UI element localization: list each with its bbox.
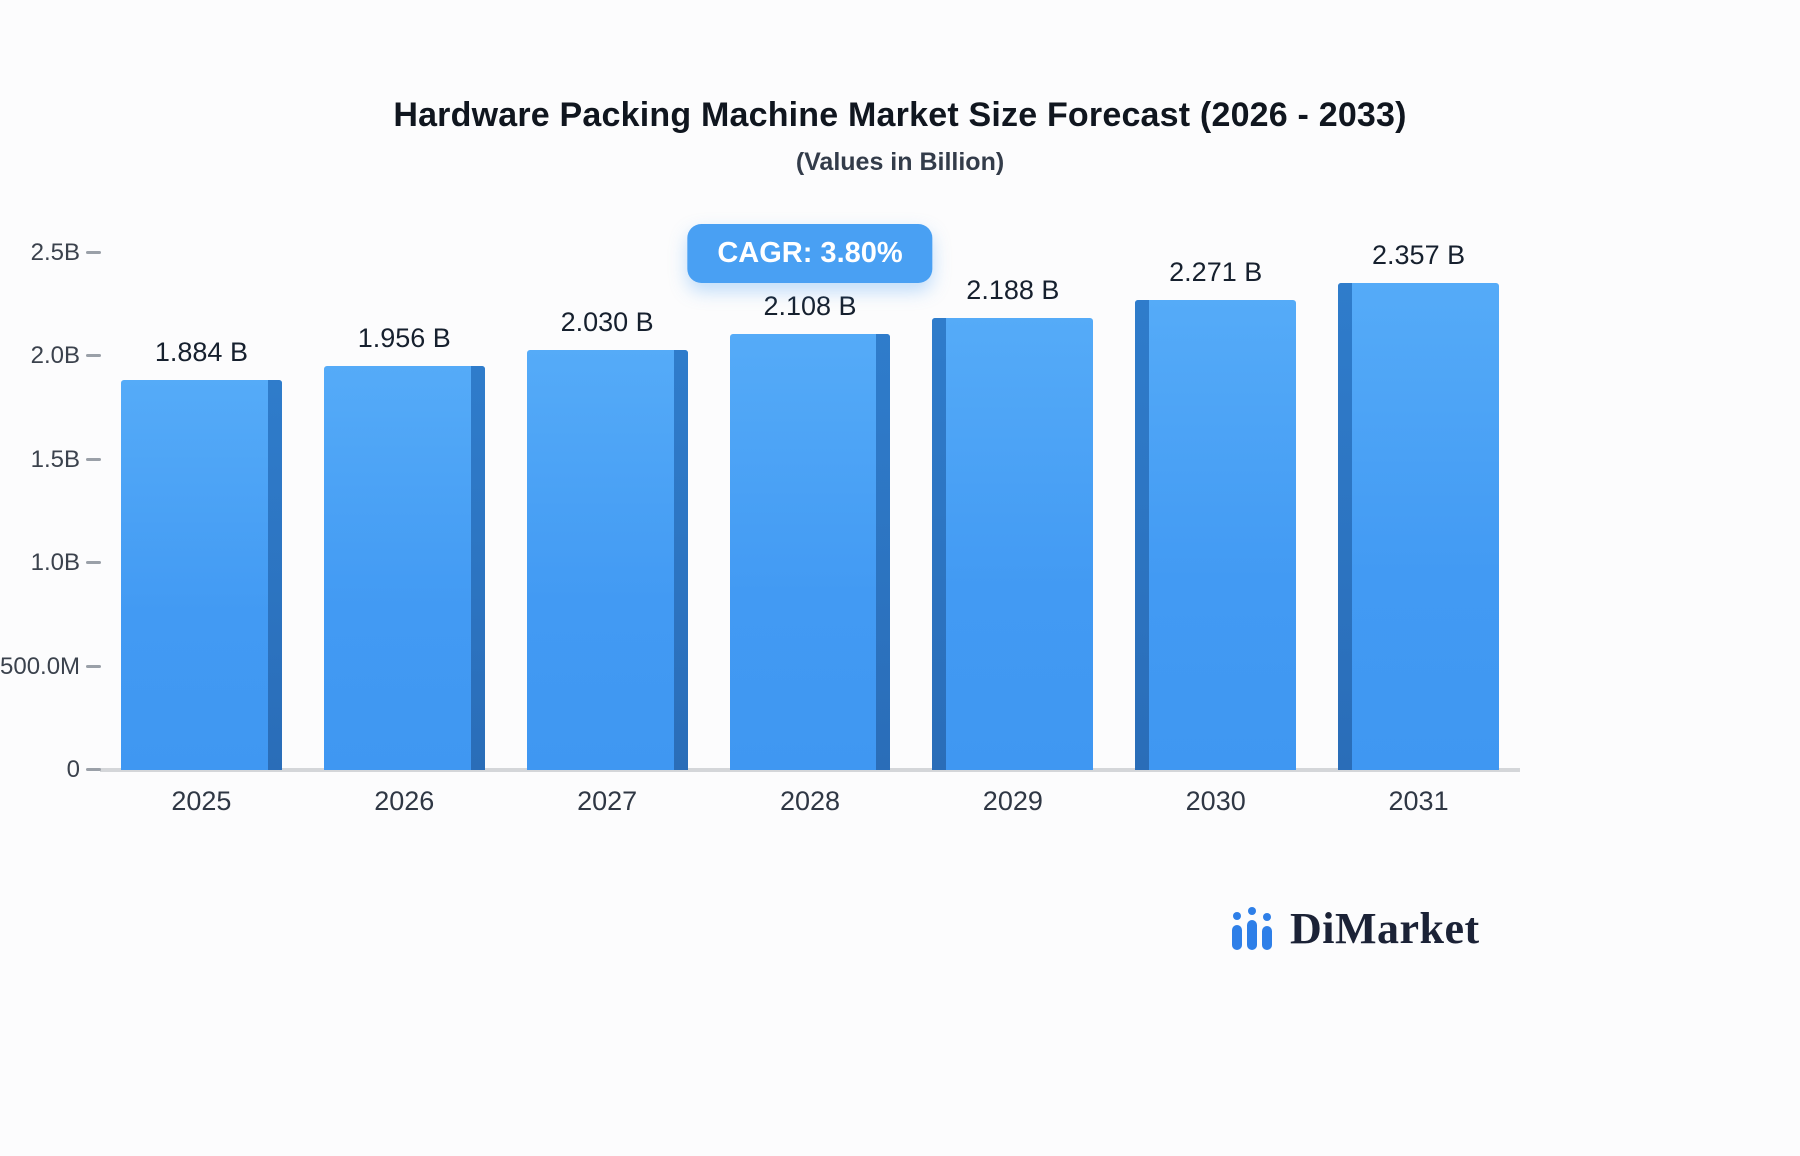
bar-value-label: 1.884 B <box>154 337 248 368</box>
bar-value-label: 2.271 B <box>1169 257 1263 288</box>
bar-3d-edge <box>673 350 688 770</box>
y-tick-label: 2.5B <box>30 239 80 266</box>
y-axis: 0 500.0M 1.0B 1.5B 2.0B 2.5B <box>0 239 86 783</box>
y-tick-label: 1.5B <box>30 445 80 473</box>
bar-value-label: 2.357 B <box>1372 239 1466 270</box>
dimarket-logo: DiMarket <box>1228 903 1480 954</box>
x-axis-label: 2028 <box>779 786 841 816</box>
x-axis-label: 2029 <box>982 786 1043 816</box>
bar-value-label: 2.030 B <box>560 307 654 338</box>
cagr-badge: CAGR: 3.80% <box>687 224 933 283</box>
logo-text: DiMarket <box>1290 904 1480 953</box>
bar-2026 <box>323 365 485 770</box>
bar-slot: 2.357 B 2031 <box>1317 240 1520 816</box>
x-axis-baseline <box>100 768 1520 772</box>
bar-value-label: 1.956 B <box>357 322 451 353</box>
x-axis-label: 2027 <box>577 786 638 816</box>
bar-2030 <box>1135 300 1297 770</box>
y-tick-mark <box>86 561 101 565</box>
chart-title: Hardware Packing Machine Market Size For… <box>393 96 1407 134</box>
bar-slot: 2.188 B 2029 <box>911 253 1114 816</box>
bar-value-label: 2.188 B <box>966 274 1060 305</box>
plot-area: 1.884 B 2025 1.956 B 2026 2.030 B 2027 2.108 B… <box>86 240 1520 816</box>
y-tick-label: 2.0B <box>30 342 80 370</box>
bar-3d-edge <box>470 365 485 770</box>
y-tick-label: 1.0B <box>30 549 80 577</box>
bar-3d-edge <box>267 380 282 770</box>
bar-chart-icon <box>1228 904 1278 954</box>
y-tick-label: 0 <box>66 756 80 783</box>
chart-subtitle: (Values in Billion) <box>795 148 1005 176</box>
y-tick-mark <box>86 768 101 771</box>
y-tick-mark <box>86 457 101 461</box>
bar-value-label: 2.108 B <box>763 291 857 322</box>
y-tick-mark <box>86 354 101 358</box>
bar-slot: 1.884 B 2025 <box>100 253 303 816</box>
bar-3d-edge <box>1135 300 1150 770</box>
bar-slot: 1.956 B 2026 <box>303 253 506 816</box>
bar-3d-edge <box>1338 282 1353 770</box>
bar-slot: 2.030 B 2027 <box>506 253 709 816</box>
bar-3d-edge <box>876 334 891 770</box>
bar-2029 <box>932 317 1094 770</box>
y-tick-mark <box>86 664 101 668</box>
bar-2027 <box>526 350 688 770</box>
x-axis-label: 2026 <box>374 786 435 816</box>
x-axis-label: 2031 <box>1388 786 1449 816</box>
bar-2031 <box>1338 282 1499 770</box>
x-axis-label: 2030 <box>1185 786 1246 816</box>
y-tick-label: 500.0M <box>0 652 81 680</box>
x-axis-label: 2025 <box>171 786 232 816</box>
bar-slot: 2.271 B 2030 <box>1114 253 1317 816</box>
bar-slot: 2.108 B 2028 <box>709 253 912 816</box>
y-tick-mark <box>86 251 101 254</box>
bar-2025 <box>121 380 282 770</box>
bar-2028 <box>729 334 891 770</box>
bar-3d-edge <box>932 317 947 770</box>
